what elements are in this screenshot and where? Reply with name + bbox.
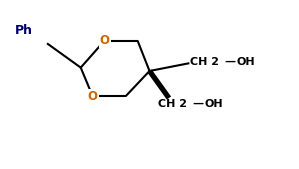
Text: O: O (100, 34, 110, 47)
Text: —: — (224, 57, 235, 67)
Text: —: — (193, 99, 204, 109)
Text: OH: OH (205, 99, 223, 109)
Text: CH 2: CH 2 (158, 99, 187, 109)
Text: CH 2: CH 2 (190, 57, 219, 67)
Text: Ph: Ph (15, 24, 33, 37)
Text: OH: OH (236, 57, 255, 67)
Text: O: O (88, 90, 98, 103)
